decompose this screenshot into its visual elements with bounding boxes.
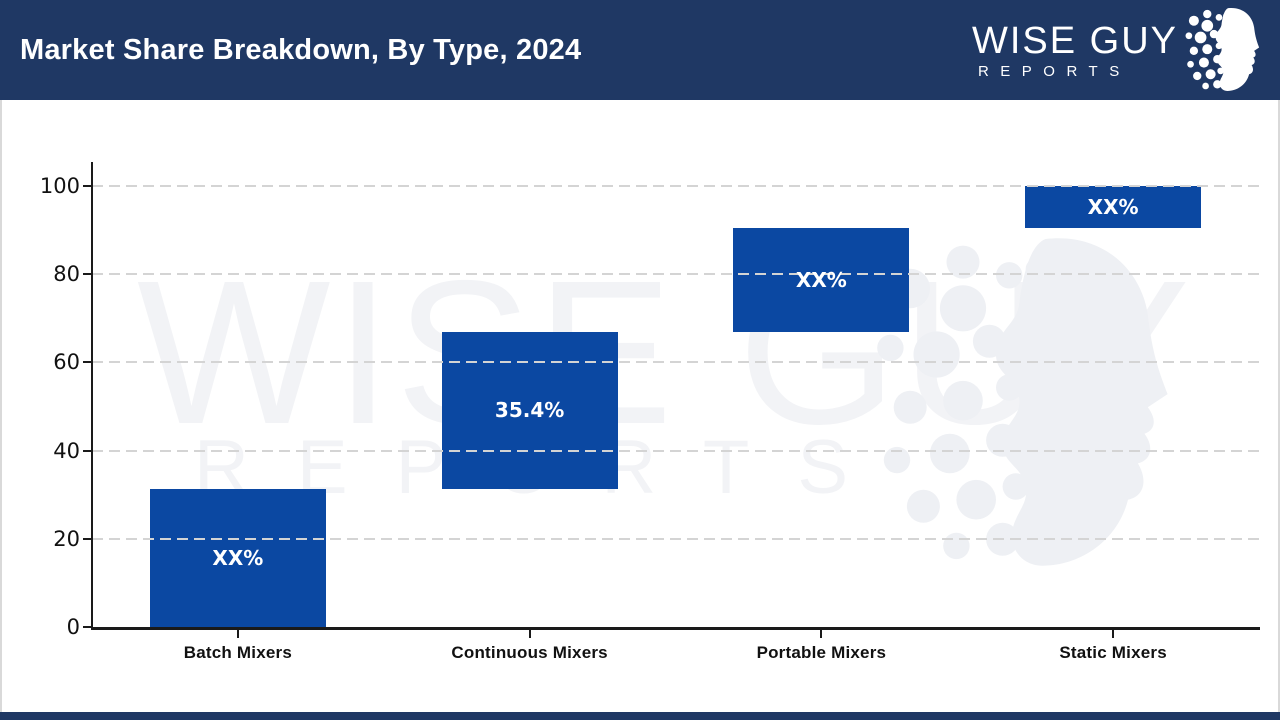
brand-name: WISE GUY [971,19,1178,62]
bar-segment [441,332,618,489]
x-tick [820,630,823,638]
x-axis-spine [91,627,1260,630]
x-category-label: Batch Mixers [183,643,292,662]
x-tick [528,630,531,638]
y-tick [83,449,92,452]
y-tick-label: 80 [53,262,80,287]
bar-segment [1025,186,1202,229]
x-category-label: Static Mixers [1059,643,1167,662]
gridline [92,361,1259,364]
footer-bar [0,712,1280,720]
chart-title: Market Share Breakdown, By Type, 2024 [20,33,582,66]
y-tick-label: 40 [53,438,80,463]
y-tick-label: 20 [53,526,80,551]
gridline [92,537,1259,540]
y-tick-label: 100 [39,174,80,198]
gridline [92,449,1259,452]
y-tick [83,273,92,276]
header-bar: Market Share Breakdown, By Type, 2024 WI… [0,0,1280,100]
brand-logo: WISE GUY REPORTS [972,4,1266,96]
bar-segment [149,488,326,627]
gridline [92,185,1259,187]
y-axis-spine [91,162,93,630]
brand-subname: REPORTS [977,62,1131,80]
brand-logo-text: WISE GUY REPORTS [972,22,1178,79]
x-category-label: Continuous Mixers [451,643,608,662]
x-tick [236,630,239,638]
y-tick [83,626,92,628]
bar-value-label: XX% [795,268,847,293]
gridline [92,273,1259,276]
y-tick [83,361,92,364]
dotted-head-profile-icon [1185,7,1260,91]
bar-value-label: XX% [212,545,264,570]
bar-value-label: 35.4% [494,398,565,423]
y-tick [83,537,92,540]
bar-segment [733,228,910,333]
watermark-head-profile-icon [877,238,1168,566]
y-tick-label: 0 [66,615,80,639]
watermark-brand-name: WISE GUY [137,238,1195,467]
y-tick-label: 60 [53,350,80,375]
bar-value-label: XX% [1087,195,1139,220]
x-tick [1112,630,1115,638]
plot-area: WISE GUY REPORTS XX%35.4%XX%XX%020406080… [0,100,1280,712]
y-tick [83,185,92,187]
x-category-label: Portable Mixers [756,643,887,662]
